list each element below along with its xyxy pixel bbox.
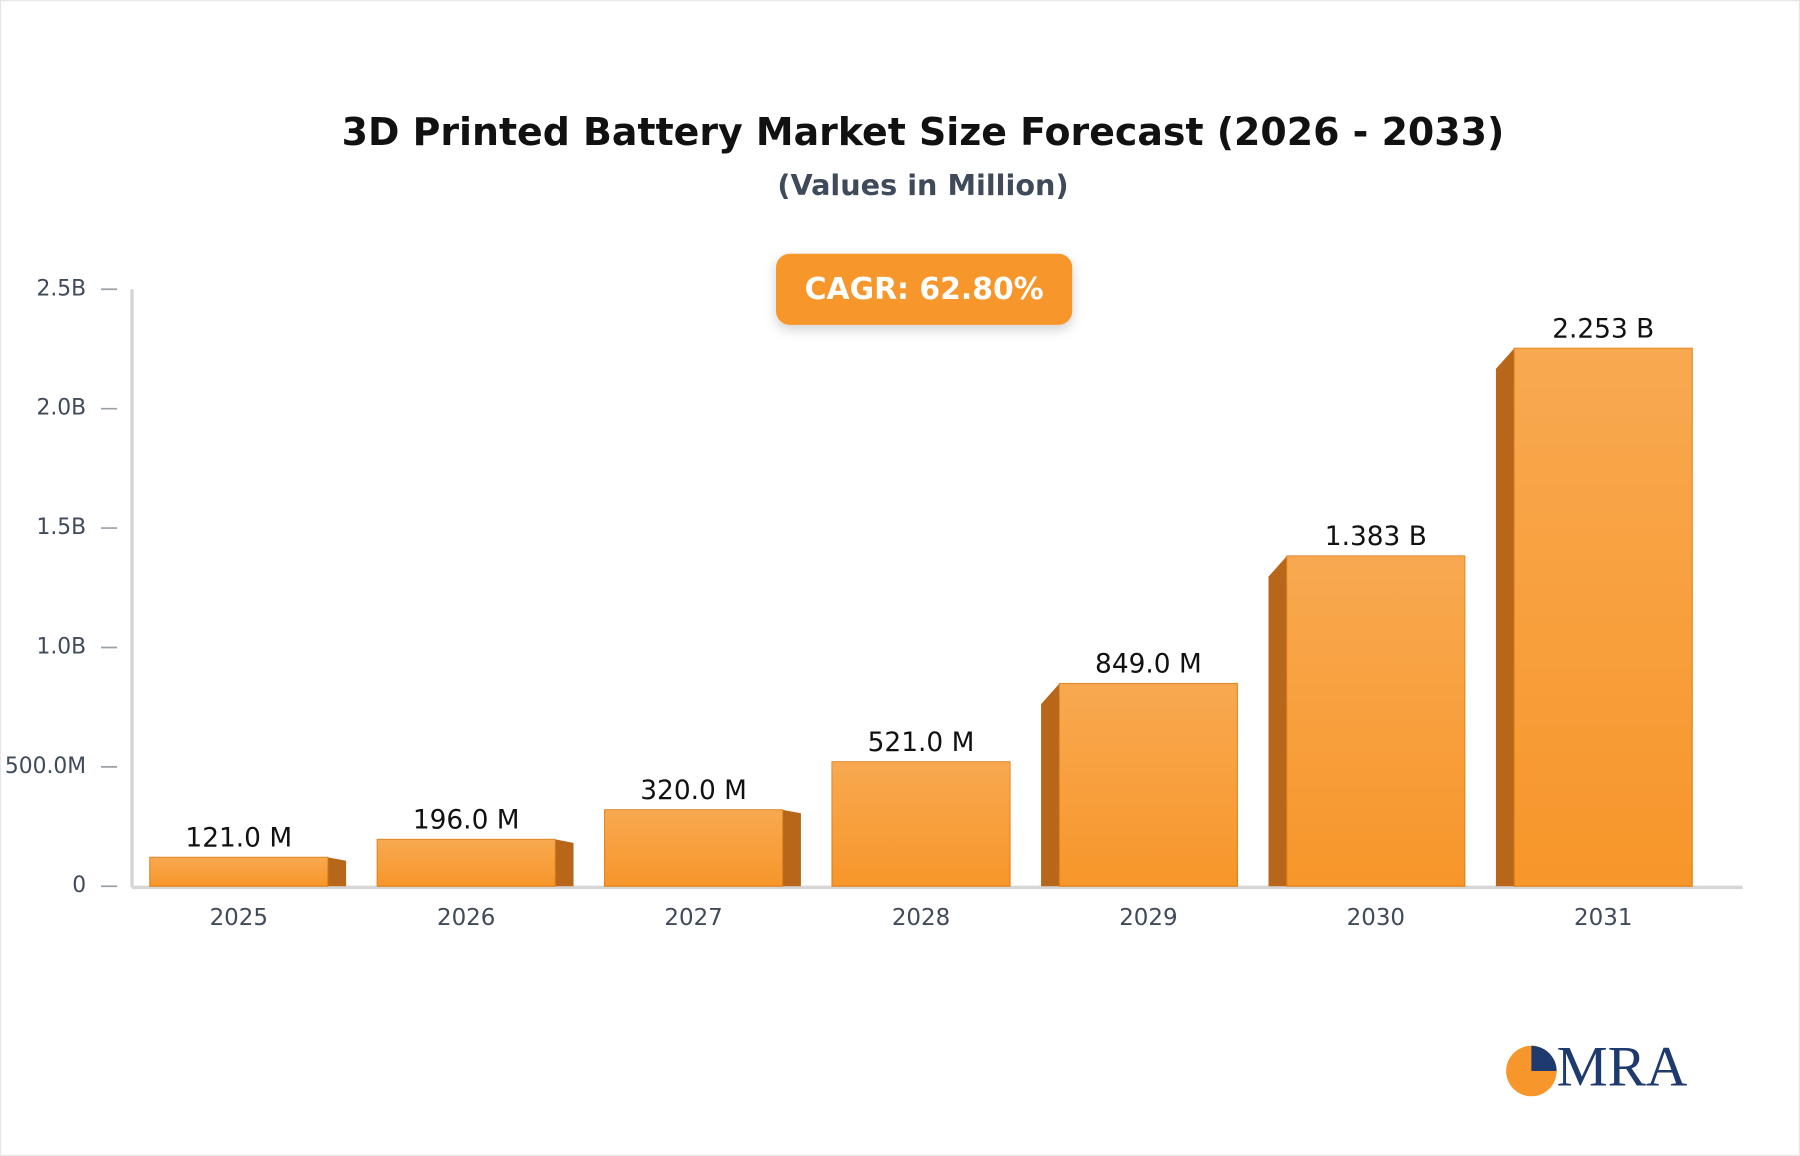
logo-icon-slice xyxy=(1531,1045,1557,1072)
x-tick-label: 2027 xyxy=(664,905,722,931)
logo: MRA xyxy=(1506,1035,1688,1098)
value-label: 320.0 M xyxy=(640,775,747,806)
bar-side xyxy=(1495,348,1515,887)
value-label: 1.383 B xyxy=(1325,521,1427,552)
x-tick-label: 2026 xyxy=(437,905,495,931)
x-tick-label: 2031 xyxy=(1574,905,1632,931)
bar-highlight xyxy=(1059,683,1238,887)
cagr-label: CAGR: 62.80% xyxy=(805,272,1044,307)
chart-title: 3D Printed Battery Market Size Forecast … xyxy=(342,110,1505,154)
bar-side xyxy=(1268,556,1287,887)
y-tick-label: 2.5B xyxy=(36,276,86,301)
value-label: 521.0 M xyxy=(868,727,975,758)
x-tick-label: 2028 xyxy=(892,905,950,931)
bar-highlight xyxy=(1286,556,1465,887)
value-label: 2.253 B xyxy=(1552,313,1654,344)
bar-side xyxy=(1041,683,1060,887)
bar-highlight xyxy=(149,857,328,887)
chart-subtitle: (Values in Million) xyxy=(777,168,1068,202)
logo-text: MRA xyxy=(1557,1035,1688,1098)
cagr-badge xyxy=(776,253,1073,325)
value-label: 121.0 M xyxy=(185,822,292,853)
y-tick-label: 1.5B xyxy=(36,515,86,540)
bar-highlight xyxy=(604,809,783,887)
bar-side xyxy=(555,839,574,887)
bar-highlight xyxy=(377,839,556,887)
x-tick-label: 2030 xyxy=(1347,905,1405,931)
value-label: 849.0 M xyxy=(1095,649,1202,680)
y-tick-label: 1.0B xyxy=(36,634,86,659)
bar-side xyxy=(782,809,801,887)
value-label: 196.0 M xyxy=(413,805,520,836)
y-tick-label: 500.0M xyxy=(5,754,86,779)
x-tick-label: 2029 xyxy=(1119,905,1177,931)
bar-side xyxy=(327,857,347,887)
x-tick-label: 2025 xyxy=(210,905,268,931)
y-tick-label: 0 xyxy=(72,873,86,898)
y-tick-label: 2.0B xyxy=(36,396,86,421)
bar-highlight xyxy=(832,761,1010,887)
bar-highlight xyxy=(1514,348,1693,887)
